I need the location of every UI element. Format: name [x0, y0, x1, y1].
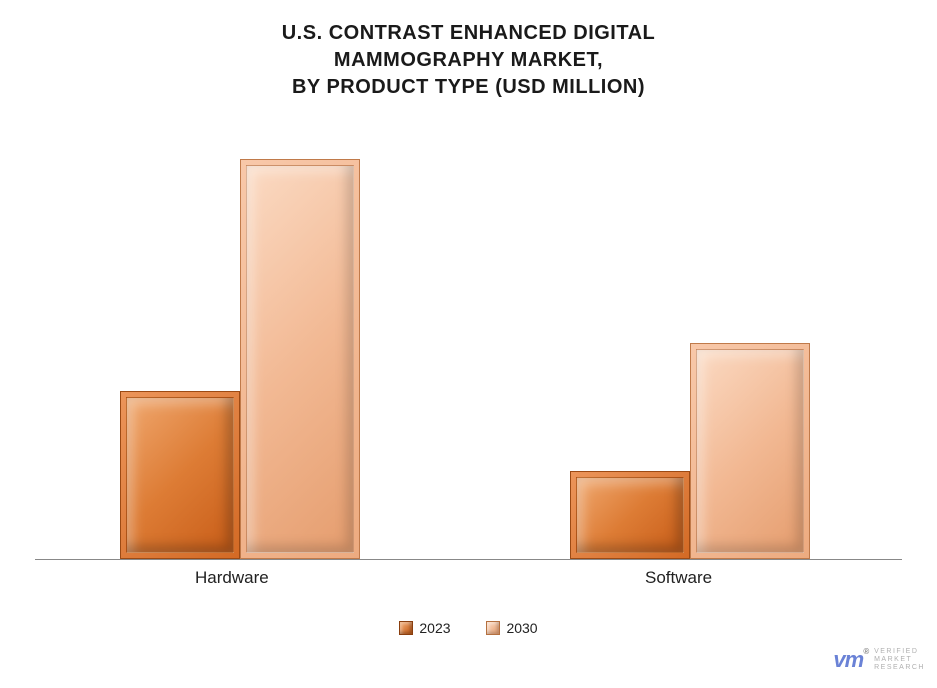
- bar-group-hardware: [120, 159, 360, 559]
- chart-plot-area: [35, 160, 902, 560]
- chart-title-block: U.S. CONTRAST ENHANCED DIGITAL MAMMOGRAP…: [0, 0, 937, 101]
- legend-swatch-2023-icon: [399, 621, 413, 635]
- chart-title-line1: U.S. CONTRAST ENHANCED DIGITAL: [0, 20, 937, 47]
- legend-swatch-2030-icon: [486, 621, 500, 635]
- category-label-software: Software: [645, 568, 712, 588]
- bar-software-2023: [570, 471, 690, 559]
- logo-text-line1: VERIFIED: [874, 648, 918, 655]
- logo-text-block: VERIFIED MARKET RESEARCH: [874, 648, 925, 671]
- chart-title-line3: BY PRODUCT TYPE (USD MILLION): [0, 74, 937, 101]
- legend-item-2030: 2030: [486, 620, 537, 636]
- chart-legend: 2023 2030: [0, 620, 937, 638]
- legend-label-2023: 2023: [419, 620, 450, 636]
- legend-item-2023: 2023: [399, 620, 450, 636]
- logo-mark-icon: vm®: [833, 647, 868, 673]
- brand-logo: vm® VERIFIED MARKET RESEARCH: [833, 647, 925, 673]
- bar-software-2030: [690, 343, 810, 559]
- legend-label-2030: 2030: [506, 620, 537, 636]
- logo-text-line2: MARKET: [874, 656, 912, 663]
- logo-mark-text: vm: [833, 647, 863, 672]
- chart-title-line2: MAMMOGRAPHY MARKET,: [0, 47, 937, 74]
- bar-group-software: [570, 343, 810, 559]
- logo-reg-mark: ®: [863, 647, 868, 656]
- bar-hardware-2030: [240, 159, 360, 559]
- bar-hardware-2023: [120, 391, 240, 559]
- logo-text-line3: RESEARCH: [874, 664, 925, 671]
- category-label-hardware: Hardware: [195, 568, 269, 588]
